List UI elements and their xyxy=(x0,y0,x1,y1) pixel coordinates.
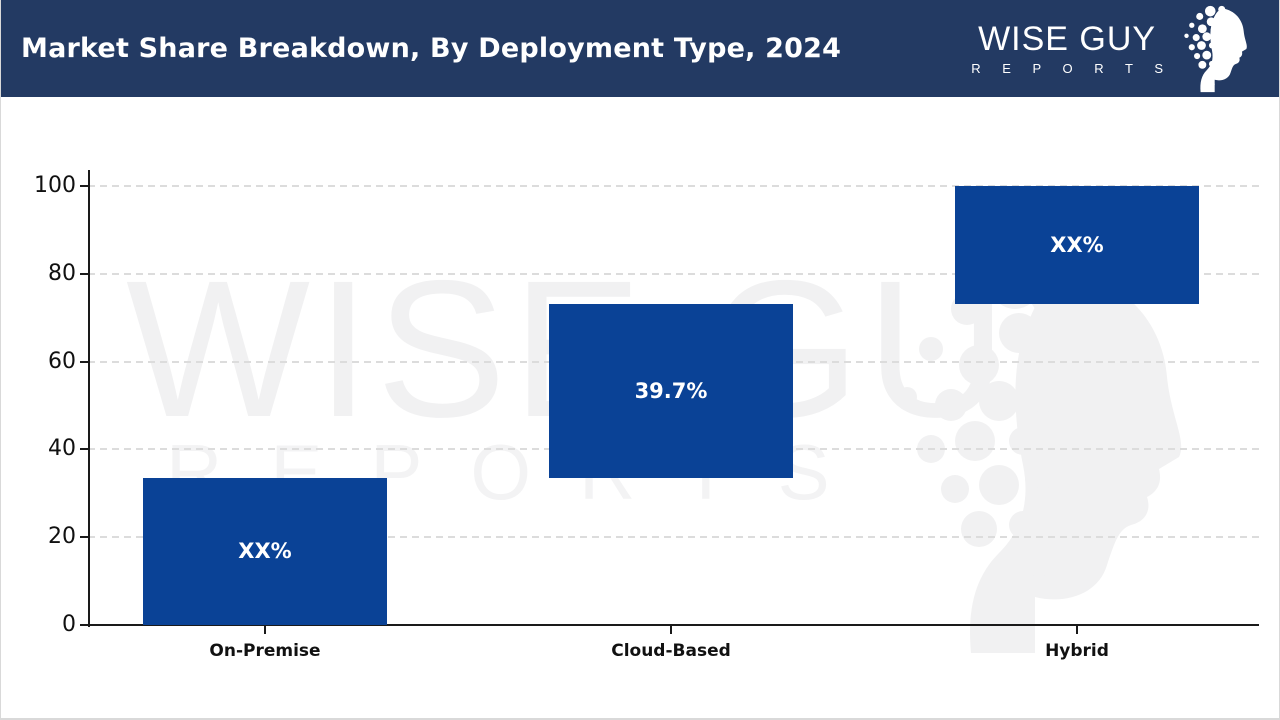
brand-logo-text: WISE GUY R E P O R T S xyxy=(971,22,1163,75)
chart-title: Market Share Breakdown, By Deployment Ty… xyxy=(21,33,842,64)
y-tick-20 xyxy=(80,536,88,539)
y-tick-label-0: 0 xyxy=(62,612,76,637)
y-tick-40 xyxy=(80,448,88,451)
category-label-0: On-Premise xyxy=(209,641,321,661)
logo-subtitle: R E P O R T S xyxy=(971,61,1172,76)
bar-on-premise: XX% xyxy=(143,477,387,625)
brand-logo: WISE GUY R E P O R T S xyxy=(971,0,1251,97)
category-label-2: Hybrid xyxy=(1045,641,1109,661)
header: Market Share Breakdown, By Deployment Ty… xyxy=(1,0,1279,97)
dotted-head-logo-icon xyxy=(1184,5,1247,92)
y-tick-0 xyxy=(80,624,88,626)
bar-value-label: XX% xyxy=(238,539,292,564)
y-tick-80 xyxy=(80,272,88,275)
y-tick-100 xyxy=(80,185,88,187)
y-tick-label-80: 80 xyxy=(48,260,76,286)
y-tick-label-100: 100 xyxy=(34,173,76,198)
bar-value-label: 39.7% xyxy=(634,378,708,403)
y-axis-spine xyxy=(88,170,90,627)
x-tick-0 xyxy=(264,626,266,634)
bar-value-label: XX% xyxy=(1050,232,1104,257)
y-tick-60 xyxy=(80,360,88,363)
logo-wordmark: WISE GUY xyxy=(978,20,1157,58)
y-tick-label-20: 20 xyxy=(48,524,76,550)
bar-cloud-based: 39.7% xyxy=(549,303,793,478)
x-tick-2 xyxy=(1076,626,1078,634)
gridline-100 xyxy=(88,185,1259,187)
x-axis-spine xyxy=(88,624,1259,626)
category-label-1: Cloud-Based xyxy=(611,641,731,661)
gridline-20 xyxy=(88,536,1259,539)
y-tick-label-40: 40 xyxy=(48,436,76,462)
x-tick-1 xyxy=(670,626,672,634)
bar-hybrid: XX% xyxy=(955,186,1199,304)
y-tick-label-60: 60 xyxy=(48,348,76,374)
gridline-80 xyxy=(88,272,1259,275)
